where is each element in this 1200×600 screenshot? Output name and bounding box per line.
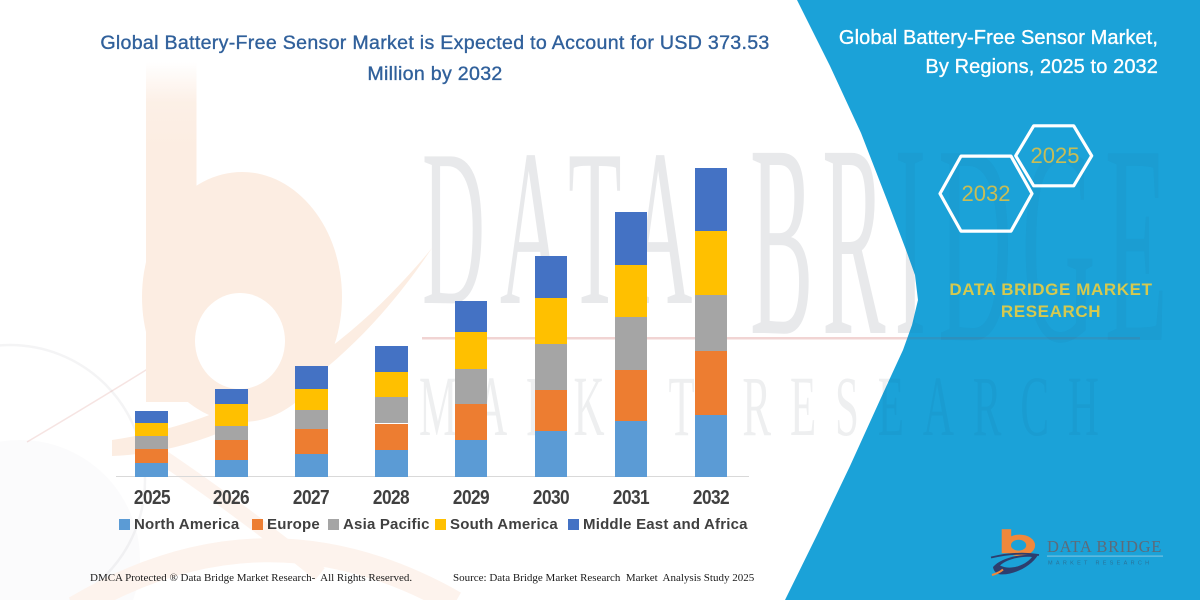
svg-text:MARKET RESEARCH: MARKET RESEARCH	[1048, 561, 1152, 567]
svg-text:MARKET RESEARCH: MARKET RESEARCH	[419, 358, 1118, 454]
svg-text:DATA BRIDGE: DATA BRIDGE	[1047, 537, 1162, 556]
